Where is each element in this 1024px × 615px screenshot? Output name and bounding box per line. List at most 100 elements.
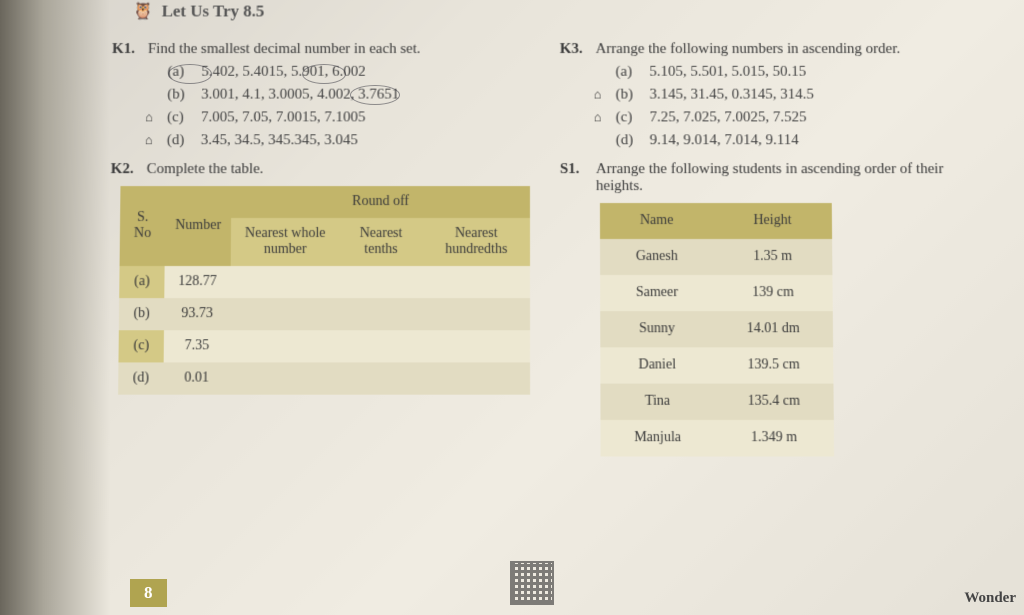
- table-row: (c)7.35: [118, 330, 530, 362]
- publisher-brand: Wonder: [964, 590, 1016, 607]
- cell-num: 93.73: [164, 298, 230, 330]
- cell-height: 1.349 m: [715, 420, 834, 456]
- opt-label: (c): [616, 109, 642, 126]
- q-label: K3.: [560, 41, 588, 58]
- qr-code-icon: [510, 561, 554, 605]
- cell-sno: (a): [119, 266, 165, 298]
- question-k1: K1. Find the smallest decimal number in …: [112, 41, 530, 58]
- table-header-row: S. No Number Round off: [120, 186, 530, 218]
- option-row: ⌂ (c) 7.25, 7.025, 7.0025, 7.525: [594, 109, 989, 126]
- option-row: ⌂ (b) 3.145, 31.45, 0.3145, 314.5: [594, 87, 989, 104]
- table-row: Daniel139.5 cm: [600, 347, 833, 383]
- cell-name: Daniel: [600, 347, 714, 383]
- cell-empty: [339, 266, 422, 298]
- table-row: (a)128.77: [119, 266, 530, 298]
- q-text: Arrange the following students in ascend…: [596, 161, 990, 195]
- option-row: (a) 5.105, 5.501, 5.015, 50.15: [594, 64, 988, 81]
- cell-empty: [230, 298, 339, 330]
- option-row: (b) 3.001, 4.1, 3.0005, 4.002, 3.7651: [145, 87, 530, 104]
- cell-sno: (d): [118, 362, 164, 394]
- opt-label: (a): [616, 64, 642, 81]
- cell-height: 135.4 cm: [714, 384, 833, 420]
- page-number: 8: [130, 579, 167, 607]
- cell-empty: [230, 362, 339, 394]
- table-row: Sunny14.01 dm: [600, 311, 832, 347]
- cell-empty: [230, 266, 339, 298]
- cell-empty: [339, 330, 422, 362]
- col-number: Number: [165, 186, 232, 266]
- home-mark-icon: ⌂: [145, 132, 157, 148]
- k2-table-wrap: S. No Number Round off Nearest whole num…: [118, 186, 530, 395]
- opt-value: 7.25, 7.025, 7.0025, 7.525: [650, 109, 807, 126]
- cell-empty: [422, 330, 530, 362]
- header-text: Let Us Try 8.5: [162, 2, 265, 21]
- cell-height: 139 cm: [714, 275, 833, 311]
- opt-label: (a): [167, 64, 193, 81]
- opt-label: (d): [616, 132, 642, 149]
- table-row: Sameer139 cm: [600, 275, 832, 311]
- cell-name: Manjula: [600, 420, 714, 456]
- table-row: Ganesh1.35 m: [600, 239, 832, 275]
- opt-label: (b): [167, 87, 193, 104]
- owl-icon: 🦉: [132, 2, 153, 21]
- cell-empty: [422, 362, 530, 394]
- home-mark-icon: ⌂: [594, 109, 606, 125]
- home-mark-icon: ⌂: [594, 87, 606, 103]
- q-text: Arrange the following numbers in ascendi…: [596, 41, 988, 58]
- question-k2: K2. Complete the table.: [111, 161, 530, 178]
- cell-empty: [422, 266, 530, 298]
- k3-options: (a) 5.105, 5.501, 5.015, 50.15 ⌂ (b) 3.145,…: [594, 64, 989, 149]
- table-header-row: Name Height: [600, 203, 832, 239]
- cell-num: 128.77: [164, 266, 230, 298]
- col-tenths: Nearest tenths: [339, 218, 422, 266]
- section-header: 🦉 Let Us Try 8.5: [132, 2, 264, 22]
- cell-height: 14.01 dm: [714, 311, 833, 347]
- opt-label: (b): [616, 87, 642, 104]
- opt-value: 3.145, 31.45, 0.3145, 314.5: [649, 87, 813, 104]
- cell-name: Tina: [600, 384, 714, 420]
- page-content: 🦉 Let Us Try 8.5 K1. Find the smallest d…: [0, 2, 1024, 457]
- table-row: (b)93.73: [119, 298, 530, 330]
- col-sno: S. No: [120, 186, 166, 266]
- cell-empty: [339, 362, 422, 394]
- cell-height: 139.5 cm: [714, 347, 833, 383]
- cell-name: Ganesh: [600, 239, 714, 275]
- opt-label: (c): [167, 109, 193, 126]
- cell-name: Sunny: [600, 311, 714, 347]
- col-whole: Nearest whole number: [231, 218, 340, 266]
- col-name: Name: [600, 203, 714, 239]
- round-off-table: S. No Number Round off Nearest whole num…: [118, 186, 530, 395]
- option-row: ⌂ (c) 7.005, 7.05, 7.0015, 7.1005: [145, 109, 530, 126]
- q-label: S1.: [560, 161, 588, 195]
- right-column: K3. Arrange the following numbers in asc…: [560, 41, 993, 456]
- q-text: Find the smallest decimal number in each…: [148, 41, 530, 58]
- cell-name: Sameer: [600, 275, 714, 311]
- table-row: (d)0.01: [118, 362, 530, 394]
- q-text: Complete the table.: [147, 161, 530, 178]
- opt-value: 5.105, 5.501, 5.015, 50.15: [649, 64, 806, 81]
- option-row: ⌂ (d) 3.45, 34.5, 345.345, 3.045: [145, 132, 530, 149]
- question-k3: K3. Arrange the following numbers in asc…: [560, 41, 988, 58]
- col-hundredths: Nearest hundredths: [422, 218, 530, 266]
- opt-value: 9.14, 9.014, 7.014, 9.114: [650, 132, 799, 149]
- question-s1: S1. Arrange the following students in as…: [560, 161, 990, 195]
- cell-empty: [339, 298, 422, 330]
- col-height: Height: [713, 203, 831, 239]
- opt-value: 3.45, 34.5, 345.345, 3.045: [201, 132, 358, 149]
- opt-value: 3.001, 4.1, 3.0005, 4.002, 3.7651: [201, 87, 399, 104]
- cell-empty: [422, 298, 530, 330]
- option-row: (d) 9.14, 9.014, 7.014, 9.114: [594, 132, 989, 149]
- opt-value: 7.005, 7.05, 7.0015, 7.1005: [201, 109, 366, 126]
- cell-sno: (c): [118, 330, 164, 362]
- k1-options: (a)5.402, 5.4015, 5.901, 6.002 (b)3.001,…: [145, 64, 530, 149]
- cell-empty: [230, 330, 339, 362]
- cell-num: 7.35: [164, 330, 230, 362]
- home-mark-icon: ⌂: [145, 109, 157, 125]
- table-row: Manjula1.349 m: [600, 420, 833, 456]
- q-label: K1.: [112, 41, 140, 58]
- heights-table: Name Height Ganesh1.35 m Sameer139 cm Su…: [600, 203, 834, 456]
- opt-label: (d): [167, 132, 193, 149]
- cell-sno: (b): [119, 298, 165, 330]
- cell-height: 1.35 m: [714, 239, 832, 275]
- two-column-layout: K1. Find the smallest decimal number in …: [107, 41, 1024, 456]
